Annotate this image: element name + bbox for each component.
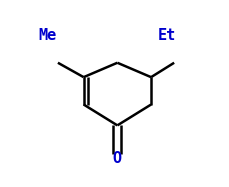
Text: Me: Me bbox=[38, 28, 57, 43]
Text: O: O bbox=[113, 151, 122, 166]
Text: Et: Et bbox=[158, 28, 176, 43]
